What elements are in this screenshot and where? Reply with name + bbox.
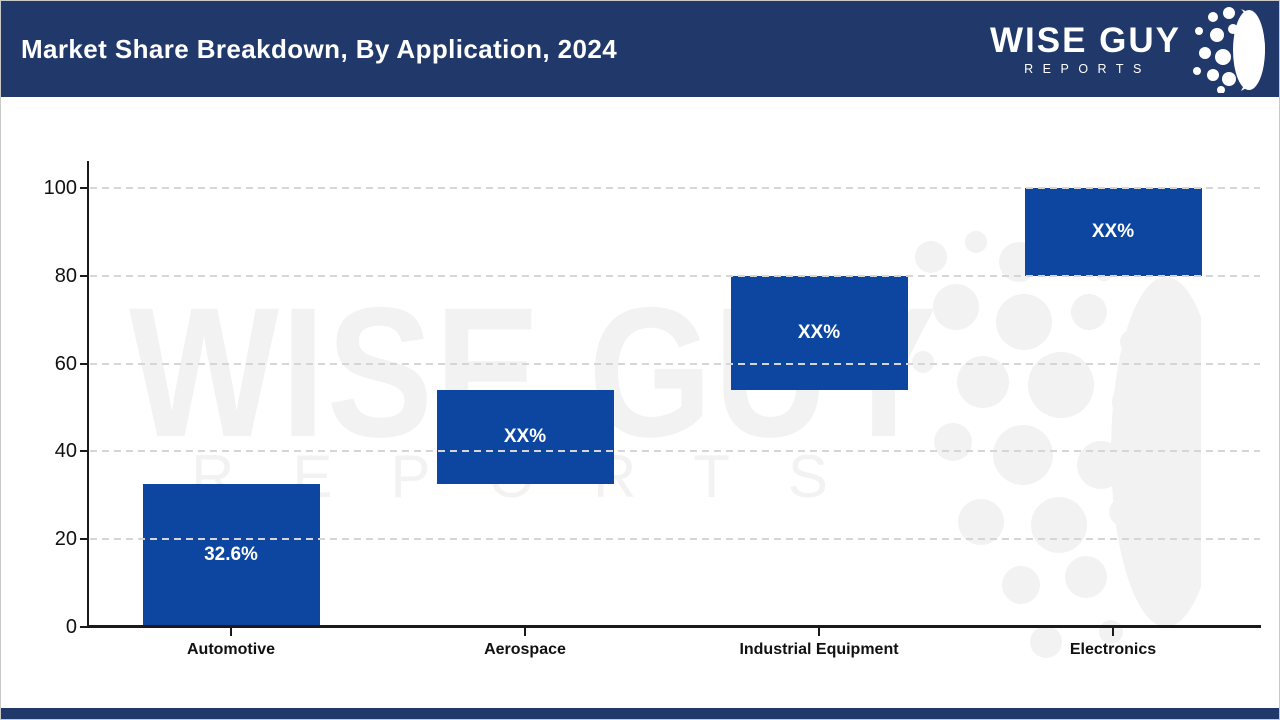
y-tick-label: 0 <box>65 616 77 638</box>
bar-value-label: XX% <box>797 321 841 343</box>
logo-text: WISE GUY REPORTS <box>990 23 1181 76</box>
bar-aerospace <box>436 389 614 484</box>
logo-wordmark: WISE GUY <box>989 20 1181 60</box>
x-category-label: Automotive <box>187 641 275 658</box>
bar-industrial-equipment <box>730 275 908 390</box>
x-category-label: Industrial Equipment <box>739 641 899 658</box>
gridline-40 <box>90 450 1260 453</box>
y-tick-label: 100 <box>43 177 77 199</box>
bar-value-label: 32.6% <box>204 544 258 566</box>
gridline-100 <box>90 187 1260 189</box>
bar-value-label: XX% <box>1091 220 1135 242</box>
x-tick-4 <box>1112 628 1114 636</box>
bar-automotive <box>142 483 320 627</box>
x-tick-3 <box>818 628 820 636</box>
bar-value-label: XX% <box>503 425 547 447</box>
y-tick-label: 20 <box>54 528 77 551</box>
logo-subtext: REPORTS <box>1024 61 1151 76</box>
y-tick-label: 80 <box>54 264 77 287</box>
gridline-20 <box>90 538 1260 541</box>
gridline-60 <box>90 362 1260 365</box>
y-tick-label: 60 <box>54 352 77 375</box>
y-tick-label: 40 <box>54 440 77 463</box>
y-tick-60 <box>80 362 88 365</box>
footer-bar <box>1 708 1279 719</box>
gridline-80 <box>90 274 1260 277</box>
y-tick-80 <box>80 274 88 277</box>
y-tick-20 <box>80 538 88 541</box>
y-tick-100 <box>80 187 88 189</box>
header-bar: Market Share Breakdown, By Application, … <box>1 1 1279 97</box>
brand-logo: WISE GUY REPORTS <box>990 5 1267 93</box>
y-axis-line <box>87 161 89 628</box>
x-category-label: Electronics <box>1069 641 1157 658</box>
page-title: Market Share Breakdown, By Application, … <box>21 33 618 64</box>
bar-electronics <box>1024 188 1202 276</box>
x-tick-2 <box>524 628 526 636</box>
y-tick-0 <box>80 626 88 628</box>
y-tick-40 <box>80 450 88 453</box>
x-axis-line <box>87 625 1261 628</box>
x-tick-1 <box>230 628 232 636</box>
x-category-label: Aerospace <box>484 641 566 658</box>
logo-face-icon <box>1193 7 1265 93</box>
